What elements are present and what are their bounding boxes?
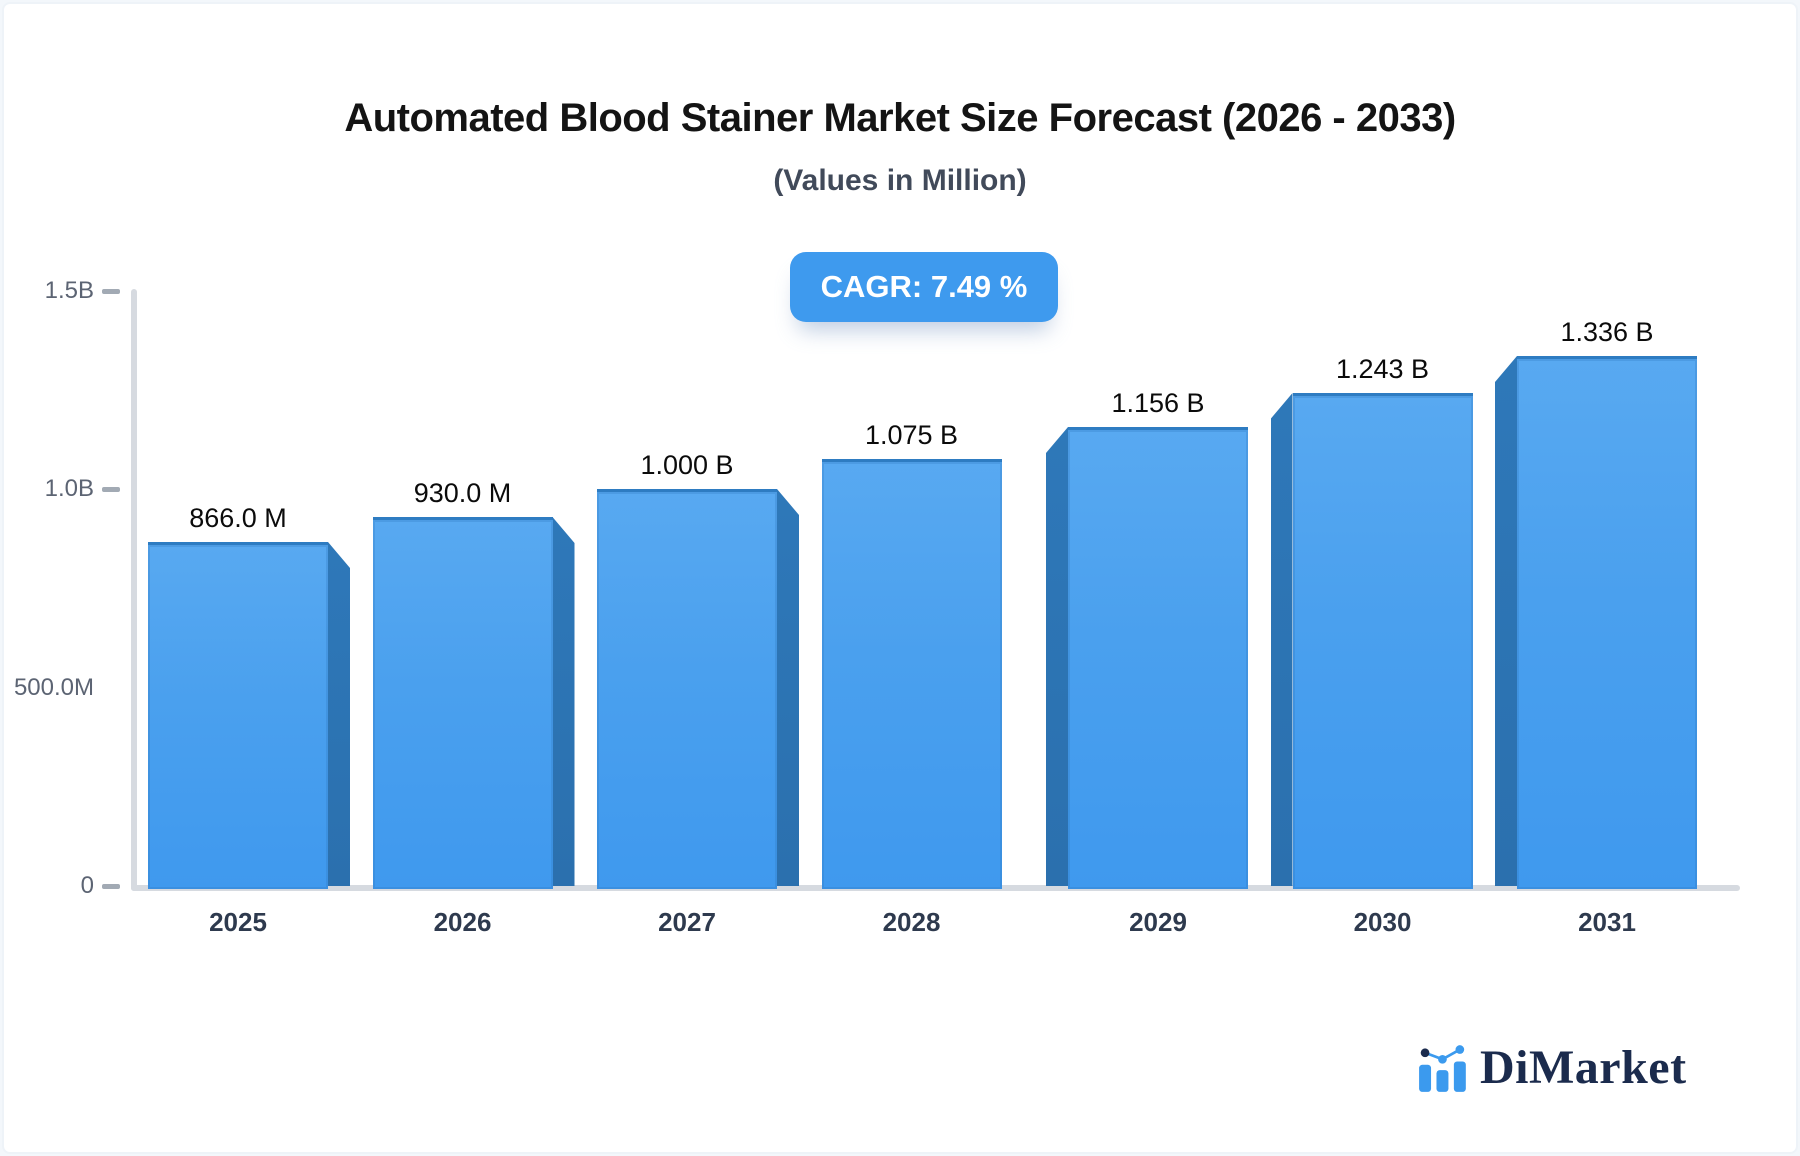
y-tick-label-0: 0 [80,872,94,899]
bar-value-label-2031: 1.336 B [1560,317,1654,347]
bar-2031 [1517,356,1697,889]
bar-side-2030 [1270,393,1293,886]
bar-value-label-2028: 1.075 B [864,420,959,450]
bar-2025 [148,542,328,889]
bar-side-2025 [328,542,350,886]
x-axis-label-2028: 2028 [882,907,941,937]
bar-side-2027 [777,489,799,886]
x-axis-label-2029: 2029 [1129,907,1187,937]
chart-subtitle: (Values in Million) [773,164,1027,197]
brand-logo: DiMarket [1418,1040,1687,1095]
bar-value-label-2030: 1.243 B [1335,354,1430,384]
bar-side-2026 [552,517,575,886]
bar-value-label-2027: 1.000 B [640,450,734,480]
y-tick-label-1.5B: 1.5B [44,276,94,304]
x-axis-label-2031: 2031 [1578,907,1636,937]
y-axis-line [131,289,137,891]
y-tick-dash-0 [102,884,120,889]
bar-2026 [372,517,553,889]
x-axis-label-2027: 2027 [658,907,716,937]
x-axis-label-2030: 2030 [1353,907,1412,937]
bar-value-label-2025: 866.0 M [189,503,287,533]
cagr-badge-label: CAGR: 7.49 % [820,269,1028,304]
bar-2029 [1068,427,1248,889]
bar-2027 [597,489,777,889]
bar-side-2029 [1046,427,1068,886]
bar-value-label-2029: 1.156 B [1111,388,1205,418]
y-tick-dash-1.5B [102,288,120,294]
bar-value-label-2026: 930.0 M [413,478,512,508]
bar-2030 [1292,393,1473,889]
y-tick-label-500.0M: 500.0M [13,673,94,701]
chart-title: Automated Blood Stainer Market Size Fore… [344,96,1456,140]
x-axis-label-2025: 2025 [209,907,267,937]
y-tick-dash-1.0B [102,487,120,492]
x-axis-label-2026: 2026 [433,907,492,937]
bar-side-2031 [1495,356,1517,886]
bar-line-chart-logo-icon [1419,1044,1466,1092]
y-tick-label-1.0B: 1.0B [44,475,94,502]
brand-logo-text: DiMarket [1480,1041,1687,1094]
bar-2028 [821,459,1002,889]
cagr-badge: CAGR: 7.49 % [790,252,1058,322]
